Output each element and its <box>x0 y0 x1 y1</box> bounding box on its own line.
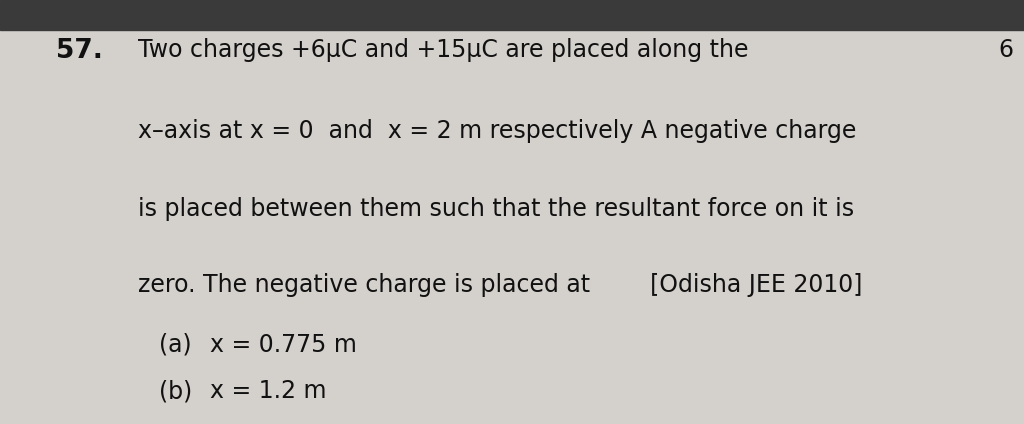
Text: x = 1.2 m: x = 1.2 m <box>210 379 327 404</box>
Text: (a): (a) <box>159 333 191 357</box>
Text: is placed between them such that the resultant force on it is: is placed between them such that the res… <box>138 197 854 221</box>
Text: Two charges +6μC and +15μC are placed along the: Two charges +6μC and +15μC are placed al… <box>138 38 749 62</box>
Text: x–axis at x = 0  and  x = 2 m respectively A negative charge: x–axis at x = 0 and x = 2 m respectively… <box>138 119 857 143</box>
Text: 57.: 57. <box>56 38 103 64</box>
Text: (b): (b) <box>159 379 191 404</box>
Bar <box>0 0 1024 30</box>
Text: x = 0.775 m: x = 0.775 m <box>210 333 356 357</box>
Text: 6: 6 <box>998 38 1014 62</box>
Text: zero. The negative charge is placed at        [Odisha JEE 2010]: zero. The negative charge is placed at [… <box>138 273 862 298</box>
